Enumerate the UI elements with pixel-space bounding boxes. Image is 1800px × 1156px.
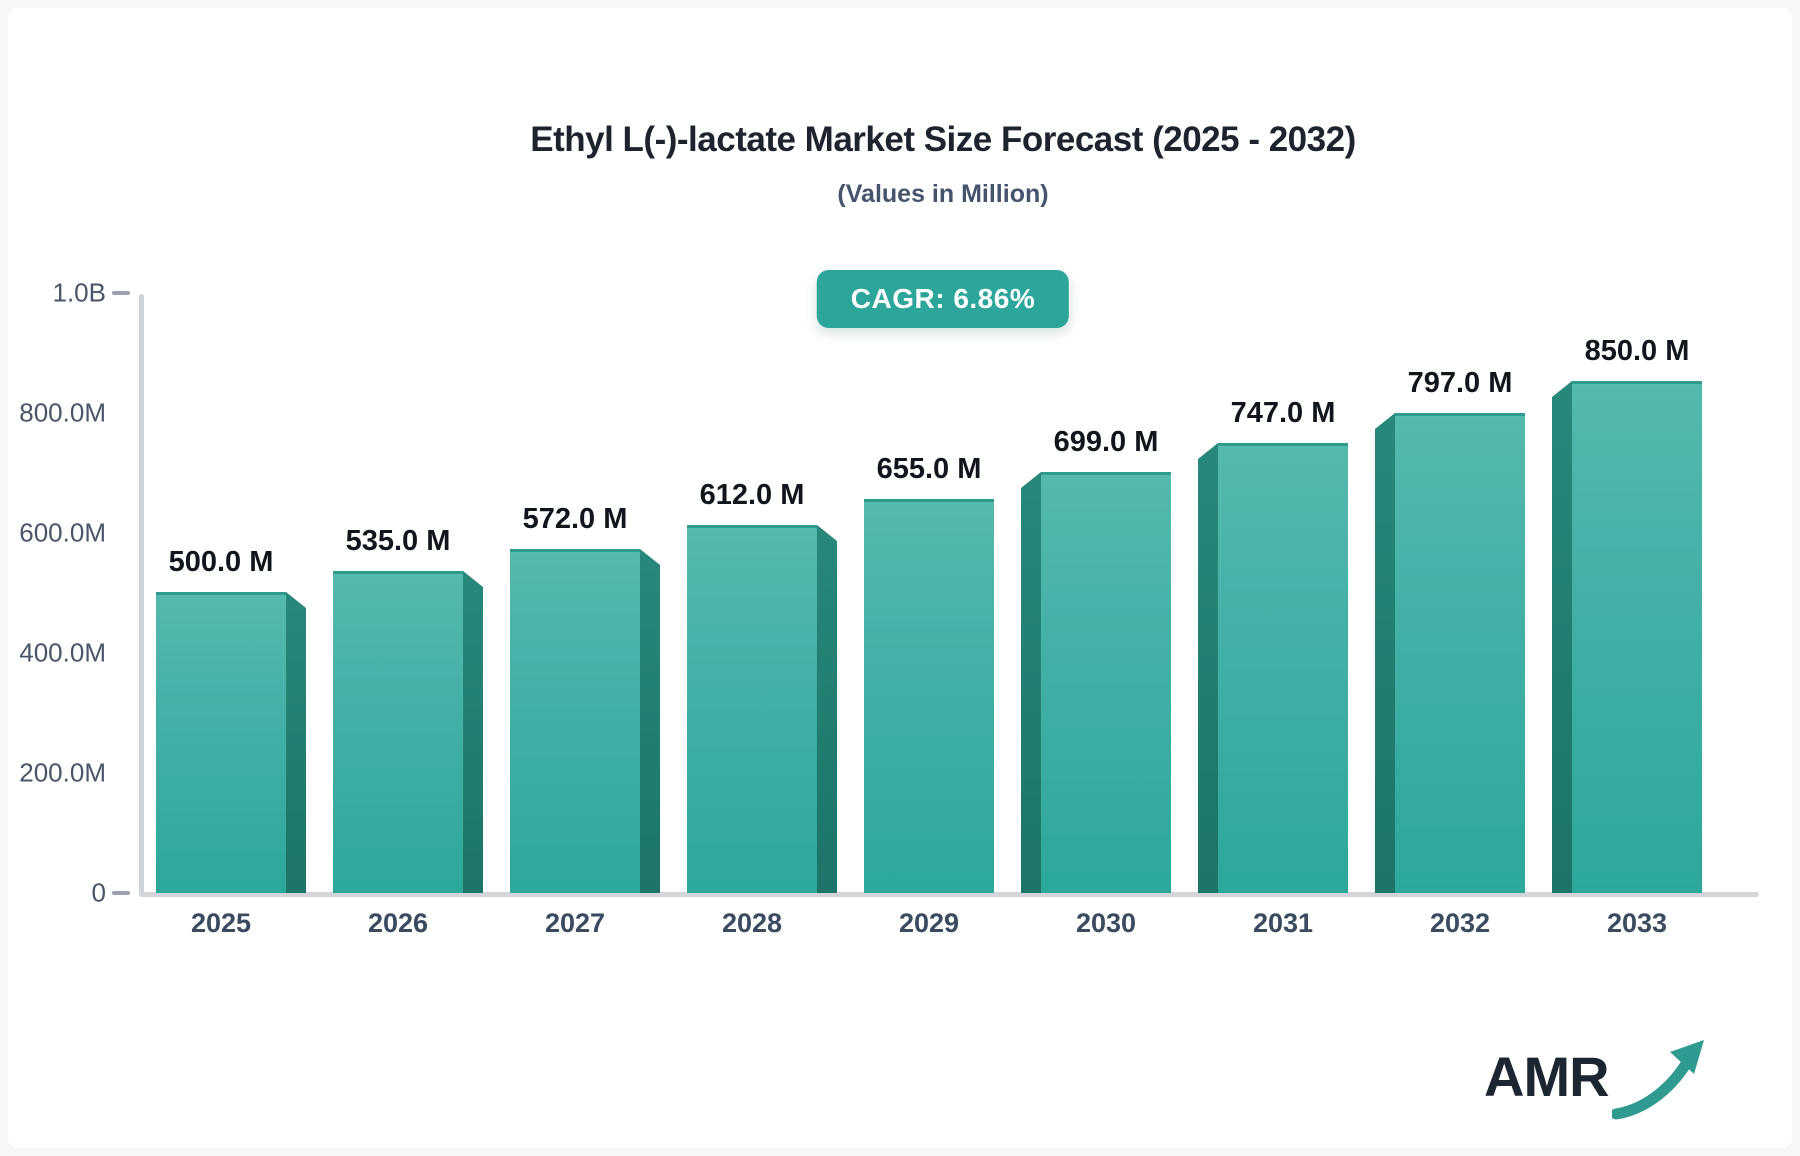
ytick-dash	[112, 891, 130, 895]
chart-subtitle: (Values in Million)	[837, 180, 1049, 208]
bar-side-2027	[640, 549, 660, 893]
ytick-label-0: 0	[91, 877, 106, 908]
bar-side-2026	[463, 571, 483, 893]
bar-side-2033	[1552, 381, 1572, 893]
bar-side-2032	[1375, 413, 1395, 893]
bar-2033	[1572, 381, 1702, 893]
xtick-label-2033: 2033	[1606, 908, 1668, 938]
bar-side-2025	[286, 592, 306, 893]
ytick-label-400.0M: 400.0M	[19, 637, 106, 668]
xtick-label-2032: 2032	[1429, 908, 1491, 938]
bar-2028	[687, 525, 817, 893]
bar-value-2025: 500.0 M	[168, 546, 274, 578]
cagr-badge: CAGR: 6.86%	[816, 270, 1070, 328]
xtick-label-2028: 2028	[721, 908, 783, 938]
growth-arrow-icon	[1612, 1040, 1704, 1120]
bar-value-2026: 535.0 M	[345, 525, 451, 557]
bar-side-2028	[817, 525, 837, 893]
bar-2031	[1218, 443, 1348, 893]
xtick-label-2030: 2030	[1075, 908, 1137, 938]
chart-title: Ethyl L(-)-lactate Market Size Forecast …	[530, 120, 1356, 159]
bar-2025	[156, 592, 286, 893]
ytick-label-200.0M: 200.0M	[19, 757, 106, 788]
bar-side-2031	[1198, 443, 1218, 893]
amr-logo: AMR	[1484, 1036, 1704, 1126]
bar-2026	[333, 571, 463, 893]
bar-side-2030	[1021, 472, 1041, 893]
ytick-label-1.0B: 1.0B	[52, 277, 107, 308]
xtick-label-2026: 2026	[367, 908, 429, 938]
xtick-label-2031: 2031	[1252, 908, 1314, 938]
bar-2030	[1041, 472, 1171, 893]
y-axis-line	[139, 294, 144, 895]
bar-value-2031: 747.0 M	[1230, 397, 1336, 429]
bar-2029	[864, 499, 994, 893]
bar-2027	[510, 549, 640, 893]
amr-logo-text: AMR	[1484, 1045, 1610, 1108]
xtick-label-2027: 2027	[544, 908, 606, 938]
bar-value-2029: 655.0 M	[876, 453, 982, 485]
bar-value-2030: 699.0 M	[1053, 426, 1159, 458]
ytick-dash	[112, 291, 130, 295]
bar-value-2033: 850.0 M	[1584, 335, 1690, 367]
ytick-label-800.0M: 800.0M	[19, 397, 106, 428]
ytick-label-600.0M: 600.0M	[19, 517, 106, 548]
bar-2032	[1395, 413, 1525, 893]
x-axis-line	[139, 892, 1759, 897]
xtick-label-2029: 2029	[898, 908, 960, 938]
xtick-label-2025: 2025	[190, 908, 252, 938]
bar-value-2027: 572.0 M	[522, 503, 628, 535]
bar-value-2032: 797.0 M	[1407, 367, 1513, 399]
chart-card: Ethyl L(-)-lactate Market Size Forecast …	[8, 8, 1792, 1148]
bar-value-2028: 612.0 M	[699, 479, 805, 511]
